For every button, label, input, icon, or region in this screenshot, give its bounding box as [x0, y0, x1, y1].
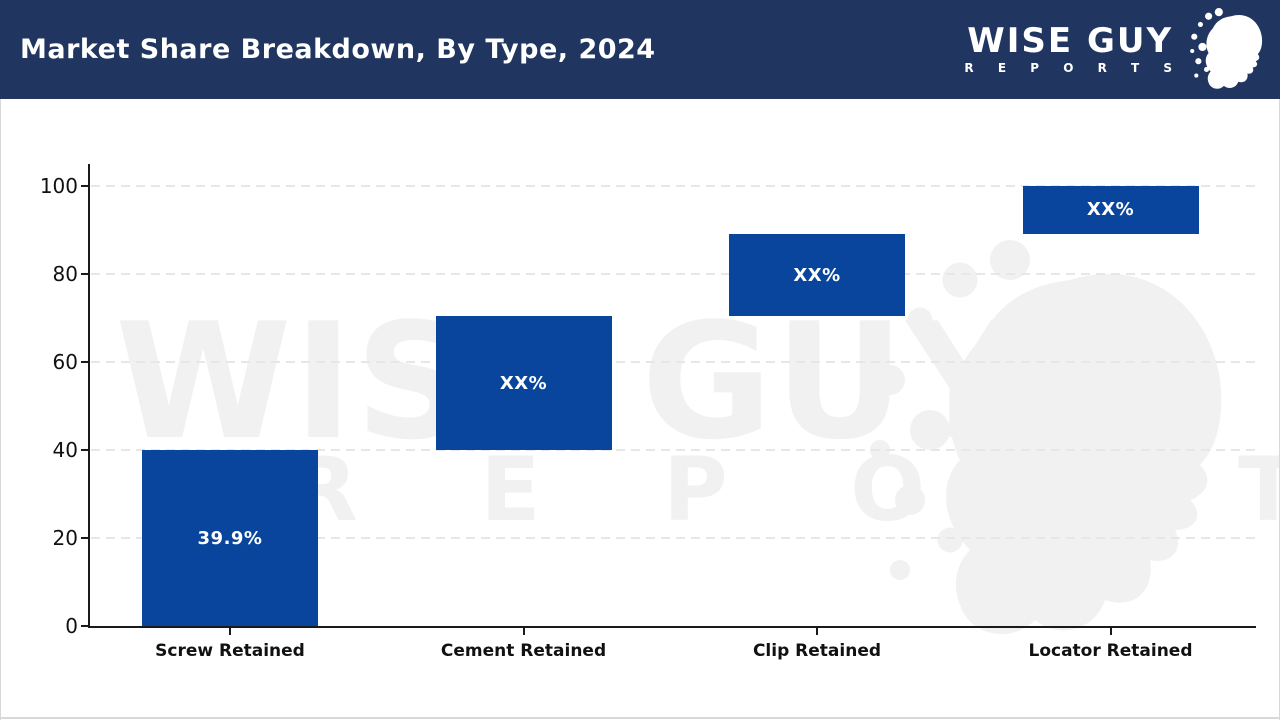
y-tick-label: 0: [65, 614, 78, 638]
bar-value-label: 39.9%: [197, 527, 263, 549]
gridline: [91, 537, 1256, 539]
gridline: [91, 273, 1256, 275]
page-title: Market Share Breakdown, By Type, 2024: [20, 34, 656, 65]
y-tick-label: 100: [39, 174, 78, 198]
bar-locator-retained[interactable]: XX%: [1022, 186, 1199, 234]
bar-screw-retained[interactable]: 39.9%: [142, 450, 318, 626]
x-axis-label: Locator Retained: [1028, 641, 1193, 661]
y-axis-tick: [81, 185, 88, 187]
gridline: [91, 185, 1256, 187]
wise-guy-logo: WISE GUY R E P O R T S: [958, 6, 1280, 94]
frame-edge-bottom: [0, 717, 1280, 719]
y-tick-label: 20: [52, 526, 78, 550]
x-axis-tick: [1109, 628, 1112, 635]
frame-edge-left: [0, 99, 1, 720]
logo-wordmark: WISE GUY: [967, 21, 1174, 61]
gridline: [91, 449, 1256, 451]
y-tick-label: 60: [52, 350, 78, 374]
gridline: [91, 361, 1256, 363]
y-axis-tick: [81, 625, 88, 627]
logo-subtitle: R E P O R T S: [964, 61, 1182, 75]
y-tick-label: 40: [52, 438, 78, 462]
logo-head-icon: [1190, 7, 1263, 89]
y-axis-tick: [81, 361, 88, 363]
x-axis-label: Clip Retained: [752, 641, 882, 661]
y-axis-tick: [81, 273, 88, 275]
logo-text: WISE GUY R E P O R T S: [958, 24, 1182, 75]
bar-value-label: XX%: [793, 264, 841, 286]
bar-cement-retained[interactable]: XX%: [435, 316, 612, 451]
x-axis-tick: [522, 628, 525, 635]
x-axis-line: [88, 626, 1256, 628]
y-tick-label: 80: [52, 262, 78, 286]
header-bar: Market Share Breakdown, By Type, 2024 WI…: [0, 0, 1280, 99]
x-axis-label: Cement Retained: [440, 641, 607, 661]
bar-value-label: XX%: [499, 372, 548, 394]
y-axis-line: [88, 164, 90, 628]
bar-clip-retained[interactable]: XX%: [729, 233, 905, 317]
x-axis-tick: [816, 628, 818, 635]
x-axis-tick: [229, 628, 231, 635]
y-axis-tick: [81, 537, 88, 539]
bar-value-label: XX%: [1086, 199, 1135, 221]
y-axis-tick: [81, 449, 88, 451]
x-axis-label: Screw Retained: [155, 641, 305, 661]
